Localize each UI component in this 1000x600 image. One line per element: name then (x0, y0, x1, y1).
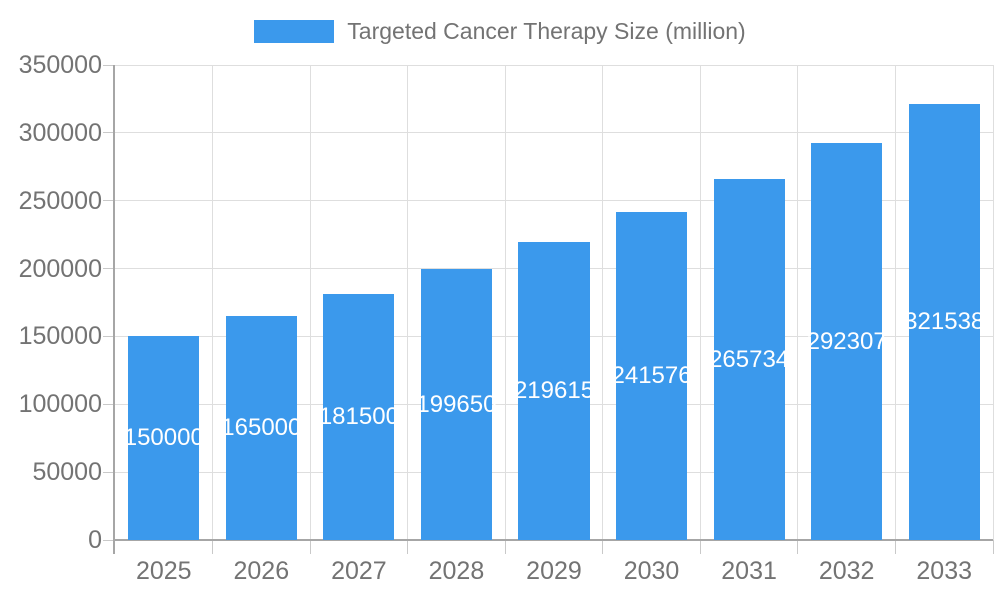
x-axis-tick (894, 540, 896, 554)
x-axis-tick (992, 540, 994, 554)
x-axis-label: 2033 (916, 557, 973, 585)
x-axis-tick (797, 540, 799, 554)
x-axis-label: 2026 (233, 557, 290, 585)
bar-value-label: 321538 (904, 307, 985, 335)
bar[interactable] (128, 336, 200, 540)
y-axis-label: 200000 (18, 254, 102, 283)
x-axis-label: 2032 (818, 557, 875, 585)
x-axis-line (113, 539, 993, 541)
bar-value-label: 181500 (318, 402, 399, 430)
x-axis-tick (504, 540, 506, 554)
y-gridline (115, 132, 993, 134)
y-axis-label: 250000 (18, 186, 102, 215)
y-axis-label: 0 (88, 526, 102, 554)
bar-value-label: 150000 (123, 424, 204, 452)
y-axis-label: 50000 (32, 458, 102, 487)
x-axis-label: 2029 (526, 557, 582, 585)
x-gridline (212, 65, 214, 540)
bar[interactable] (615, 212, 688, 540)
y-axis-tick (103, 403, 114, 405)
x-axis-tick (407, 540, 409, 554)
y-gridline (115, 64, 993, 66)
x-gridline (504, 65, 506, 540)
bar[interactable] (811, 143, 883, 540)
y-axis-tick (103, 539, 114, 541)
bar[interactable] (225, 316, 297, 540)
x-gridline (992, 65, 994, 540)
x-axis-label: 2027 (331, 557, 387, 585)
x-gridline (309, 65, 311, 540)
bar[interactable] (908, 103, 980, 540)
x-axis-label: 2025 (135, 557, 192, 585)
x-axis-label: 2031 (721, 557, 777, 585)
x-axis-tick (699, 540, 701, 554)
x-axis-label: 2028 (428, 557, 485, 585)
bar-value-label: 219615 (513, 376, 595, 404)
y-axis-tick (103, 471, 114, 473)
bar-value-label: 292307 (806, 327, 887, 355)
bar-value-label: 265734 (709, 345, 790, 373)
x-gridline (797, 65, 799, 540)
y-axis-label: 100000 (18, 390, 102, 419)
x-gridline (602, 65, 604, 540)
y-axis-tick (103, 132, 114, 134)
bar[interactable] (518, 241, 590, 540)
y-axis-label: 300000 (18, 118, 102, 147)
x-gridline (699, 65, 701, 540)
y-gridline (115, 200, 993, 202)
bar-value-label: 241576 (611, 362, 692, 390)
bar-value-label: 165000 (221, 414, 302, 442)
legend-label: Targeted Cancer Therapy Size (million) (347, 18, 746, 44)
y-axis-line (113, 65, 115, 554)
x-axis-label: 2030 (623, 557, 680, 585)
legend-swatch (254, 19, 335, 43)
bar-value-label: 199650 (416, 390, 497, 418)
y-axis-tick (103, 335, 114, 337)
y-axis-tick (103, 268, 114, 270)
y-axis-tick (103, 200, 114, 202)
x-axis-tick (309, 540, 311, 554)
chart-legend[interactable]: Targeted Cancer Therapy Size (million) (0, 17, 1000, 45)
x-gridline (407, 65, 409, 540)
x-axis-tick (602, 540, 604, 554)
bar[interactable] (420, 269, 493, 540)
bar[interactable] (713, 179, 785, 540)
x-gridline (894, 65, 896, 540)
bar[interactable] (323, 293, 395, 540)
y-axis-tick (103, 64, 114, 66)
y-axis-label: 350000 (18, 51, 102, 79)
x-axis-tick (212, 540, 214, 554)
y-axis-label: 150000 (18, 322, 102, 351)
